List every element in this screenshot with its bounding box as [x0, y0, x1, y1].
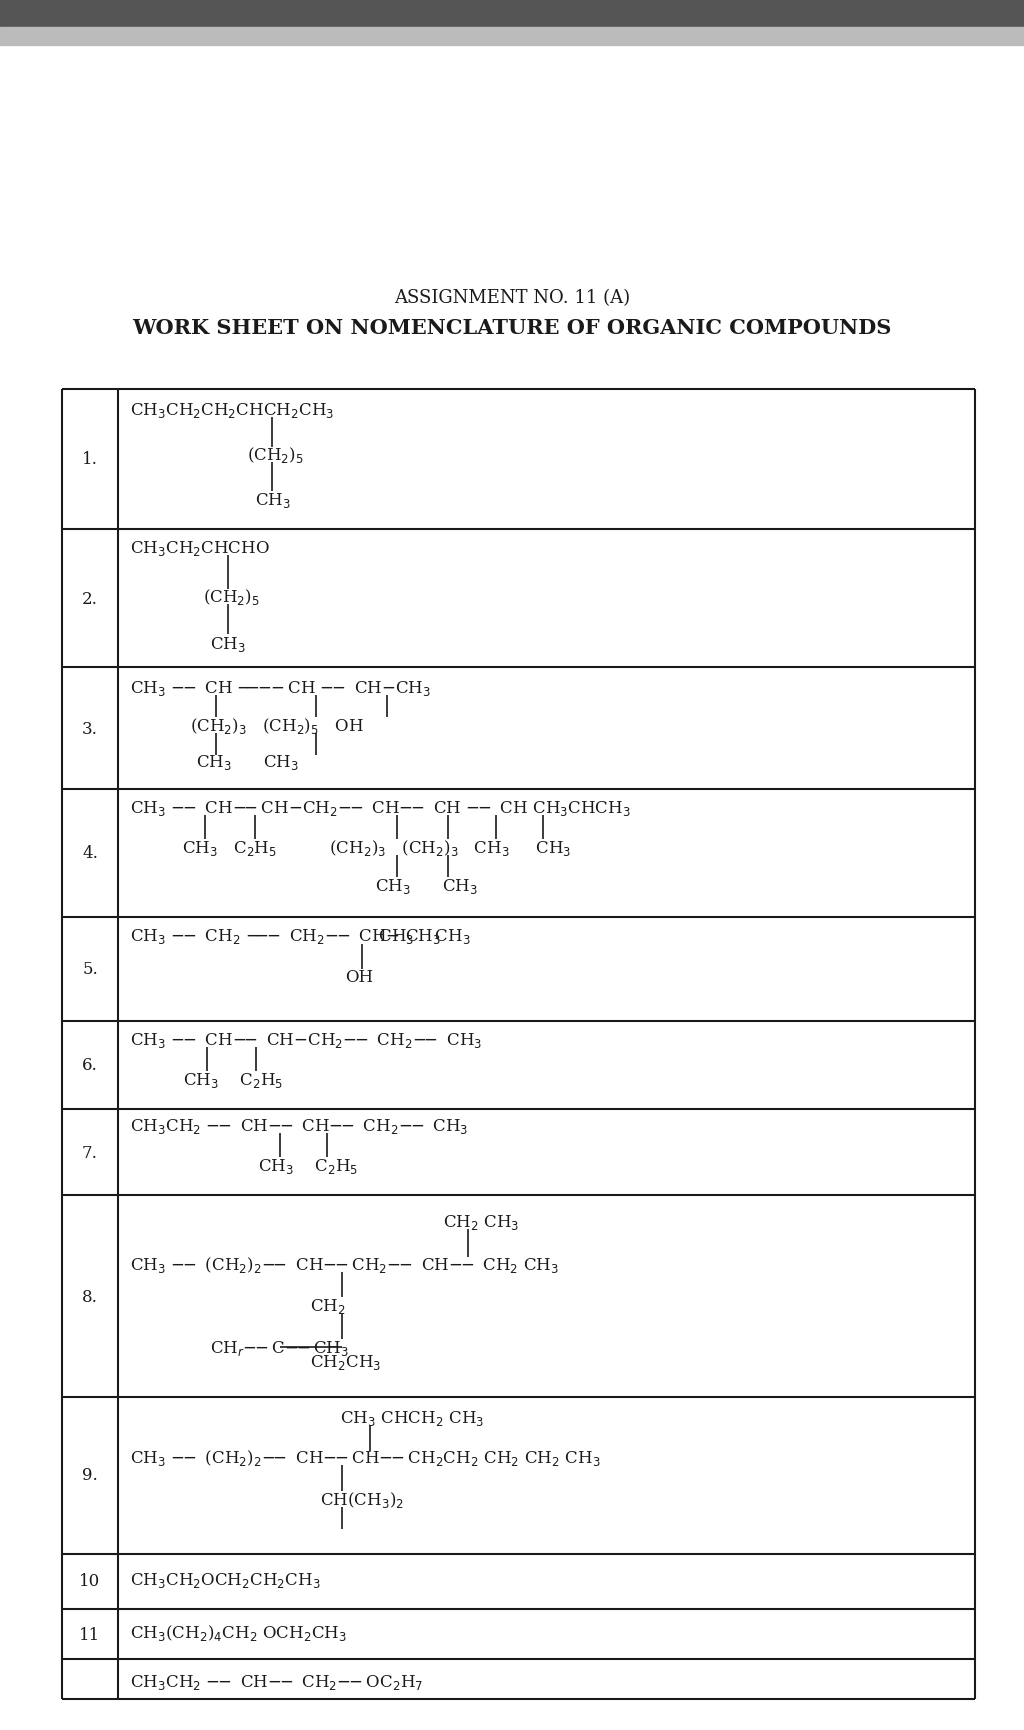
Text: 11: 11	[80, 1626, 100, 1642]
Text: 7.: 7.	[82, 1144, 98, 1161]
Text: CH$_3$    C$_2$H$_5$: CH$_3$ C$_2$H$_5$	[183, 1069, 284, 1088]
Bar	[0, 0, 1024, 28]
Text: 6.: 6.	[82, 1057, 98, 1074]
Text: CH$_3$ $-\!\!-$ (CH$_2$)$_2$$-\!\!-$ CH$-\!\!-$CH$-\!\!-$CH$_2$CH$_2$ CH$_2$ CH$: CH$_3$ $-\!\!-$ (CH$_2$)$_2$$-\!\!-$ CH$…	[130, 1448, 601, 1467]
Text: CH$_3$ $-\!\!-$ (CH$_2$)$_2$$-\!\!-$ CH$-\!\!-$CH$_2$$-\!\!-$ CH$-\!\!-$ CH$_2$ : CH$_3$ $-\!\!-$ (CH$_2$)$_2$$-\!\!-$ CH$…	[130, 1254, 559, 1275]
Text: CH$_3$ $-\!\!-$ CH$-\!\!-$ CH$-$CH$_2$$-\!\!-$ CH$_2$$-\!\!-$ CH$_3$: CH$_3$ $-\!\!-$ CH$-\!\!-$ CH$-$CH$_2$$-…	[130, 1029, 482, 1048]
Text: CH$_2$ CH$_3$: CH$_2$ CH$_3$	[443, 1211, 519, 1230]
Text: 1.: 1.	[82, 452, 98, 469]
Text: CH$_3$ $-\!\!-$ CH$-\!\!-$CH$-$CH$_2$$-\!\!-$ CH$-\!\!-$ CH $-\!\!-$ CH CH$_3$CH: CH$_3$ $-\!\!-$ CH$-\!\!-$CH$-$CH$_2$$-\…	[130, 798, 631, 817]
Text: (CH$_2$)$_5$: (CH$_2$)$_5$	[203, 586, 260, 607]
Text: CH$_3$CH$_2$OCH$_2$CH$_2$CH$_3$: CH$_3$CH$_2$OCH$_2$CH$_2$CH$_3$	[130, 1569, 321, 1588]
Text: WORK SHEET ON NOMENCLATURE OF ORGANIC COMPOUNDS: WORK SHEET ON NOMENCLATURE OF ORGANIC CO…	[132, 318, 892, 337]
Text: 4.: 4.	[82, 844, 98, 862]
Text: CH$_3$ $-\!\!-$ CH$_2$ $-\!\!\!-\!\!\!-$ CH$_2$$-\!\!-$ CH$-$ CH$_3$: CH$_3$ $-\!\!-$ CH$_2$ $-\!\!\!-\!\!\!-$…	[130, 927, 441, 946]
Text: (CH$_2$)$_5$: (CH$_2$)$_5$	[247, 445, 304, 465]
Bar	[0, 28, 1024, 47]
Text: CH$_3$CH$_2$CHCHO: CH$_3$CH$_2$CHCHO	[130, 538, 269, 557]
Text: 5.: 5.	[82, 960, 98, 977]
Text: 8.: 8.	[82, 1287, 98, 1304]
Text: 10: 10	[80, 1573, 100, 1590]
Text: CH$_3$      CH$_3$: CH$_3$ CH$_3$	[375, 875, 478, 894]
Text: CH$_3$    CH$_3$: CH$_3$ CH$_3$	[130, 927, 471, 946]
Text: 3.: 3.	[82, 720, 98, 737]
Text: CH$_3$CH$_2$ $-\!\!-$ CH$-\!\!-$ CH$_2$$-\!\!-$OC$_2$H$_7$: CH$_3$CH$_2$ $-\!\!-$ CH$-\!\!-$ CH$_2$$…	[130, 1673, 423, 1692]
Text: CH$_3$   C$_2$H$_5$          (CH$_2$)$_3$   (CH$_2$)$_3$   CH$_3$     CH$_3$: CH$_3$ C$_2$H$_5$ (CH$_2$)$_3$ (CH$_2$)$…	[182, 837, 571, 858]
Text: CH$_2$: CH$_2$	[310, 1296, 346, 1315]
Text: CH$_3$CH$_2$CH$_2$CHCH$_2$CH$_3$: CH$_3$CH$_2$CH$_2$CHCH$_2$CH$_3$	[130, 400, 334, 419]
Text: CH$_r$$-\!\!-$C$-\!\!-$CH$_3$: CH$_r$$-\!\!-$C$-\!\!-$CH$_3$	[210, 1337, 349, 1356]
Text: (CH$_2$)$_3$   (CH$_2$)$_5$   OH: (CH$_2$)$_3$ (CH$_2$)$_5$ OH	[190, 716, 364, 735]
Text: CH$_3$      CH$_3$: CH$_3$ CH$_3$	[196, 753, 299, 772]
Text: CH$_3$ CHCH$_2$ CH$_3$: CH$_3$ CHCH$_2$ CH$_3$	[340, 1408, 484, 1427]
Text: CH$_3$CH$_2$ $-\!\!-$ CH$-\!\!-$ CH$-\!\!-$ CH$_2$$-\!\!-$ CH$_3$: CH$_3$CH$_2$ $-\!\!-$ CH$-\!\!-$ CH$-\!\…	[130, 1116, 468, 1135]
Text: CH$_3$    C$_2$H$_5$: CH$_3$ C$_2$H$_5$	[258, 1156, 358, 1175]
Text: CH$_3$: CH$_3$	[210, 635, 246, 654]
Text: CH(CH$_3$)$_2$: CH(CH$_3$)$_2$	[319, 1490, 403, 1509]
Text: CH$_3$ $-\!\!-$ CH$\;$$-\!\!\!-\!\!\!-\!\!\!-$CH $-\!\!-$ CH$-$CH$_3$: CH$_3$ $-\!\!-$ CH$\;$$-\!\!\!-\!\!\!-\!…	[130, 678, 431, 697]
Text: CH$_3$(CH$_2$)$_4$CH$_2$ OCH$_2$CH$_3$: CH$_3$(CH$_2$)$_4$CH$_2$ OCH$_2$CH$_3$	[130, 1623, 347, 1642]
Text: ASSIGNMENT NO. 11 (A): ASSIGNMENT NO. 11 (A)	[394, 289, 630, 306]
Text: CH$_2$CH$_3$: CH$_2$CH$_3$	[310, 1351, 381, 1370]
Text: CH$_3$: CH$_3$	[255, 490, 291, 509]
Text: 2.: 2.	[82, 590, 98, 607]
Text: OH: OH	[345, 969, 373, 986]
Text: 9.: 9.	[82, 1467, 98, 1484]
